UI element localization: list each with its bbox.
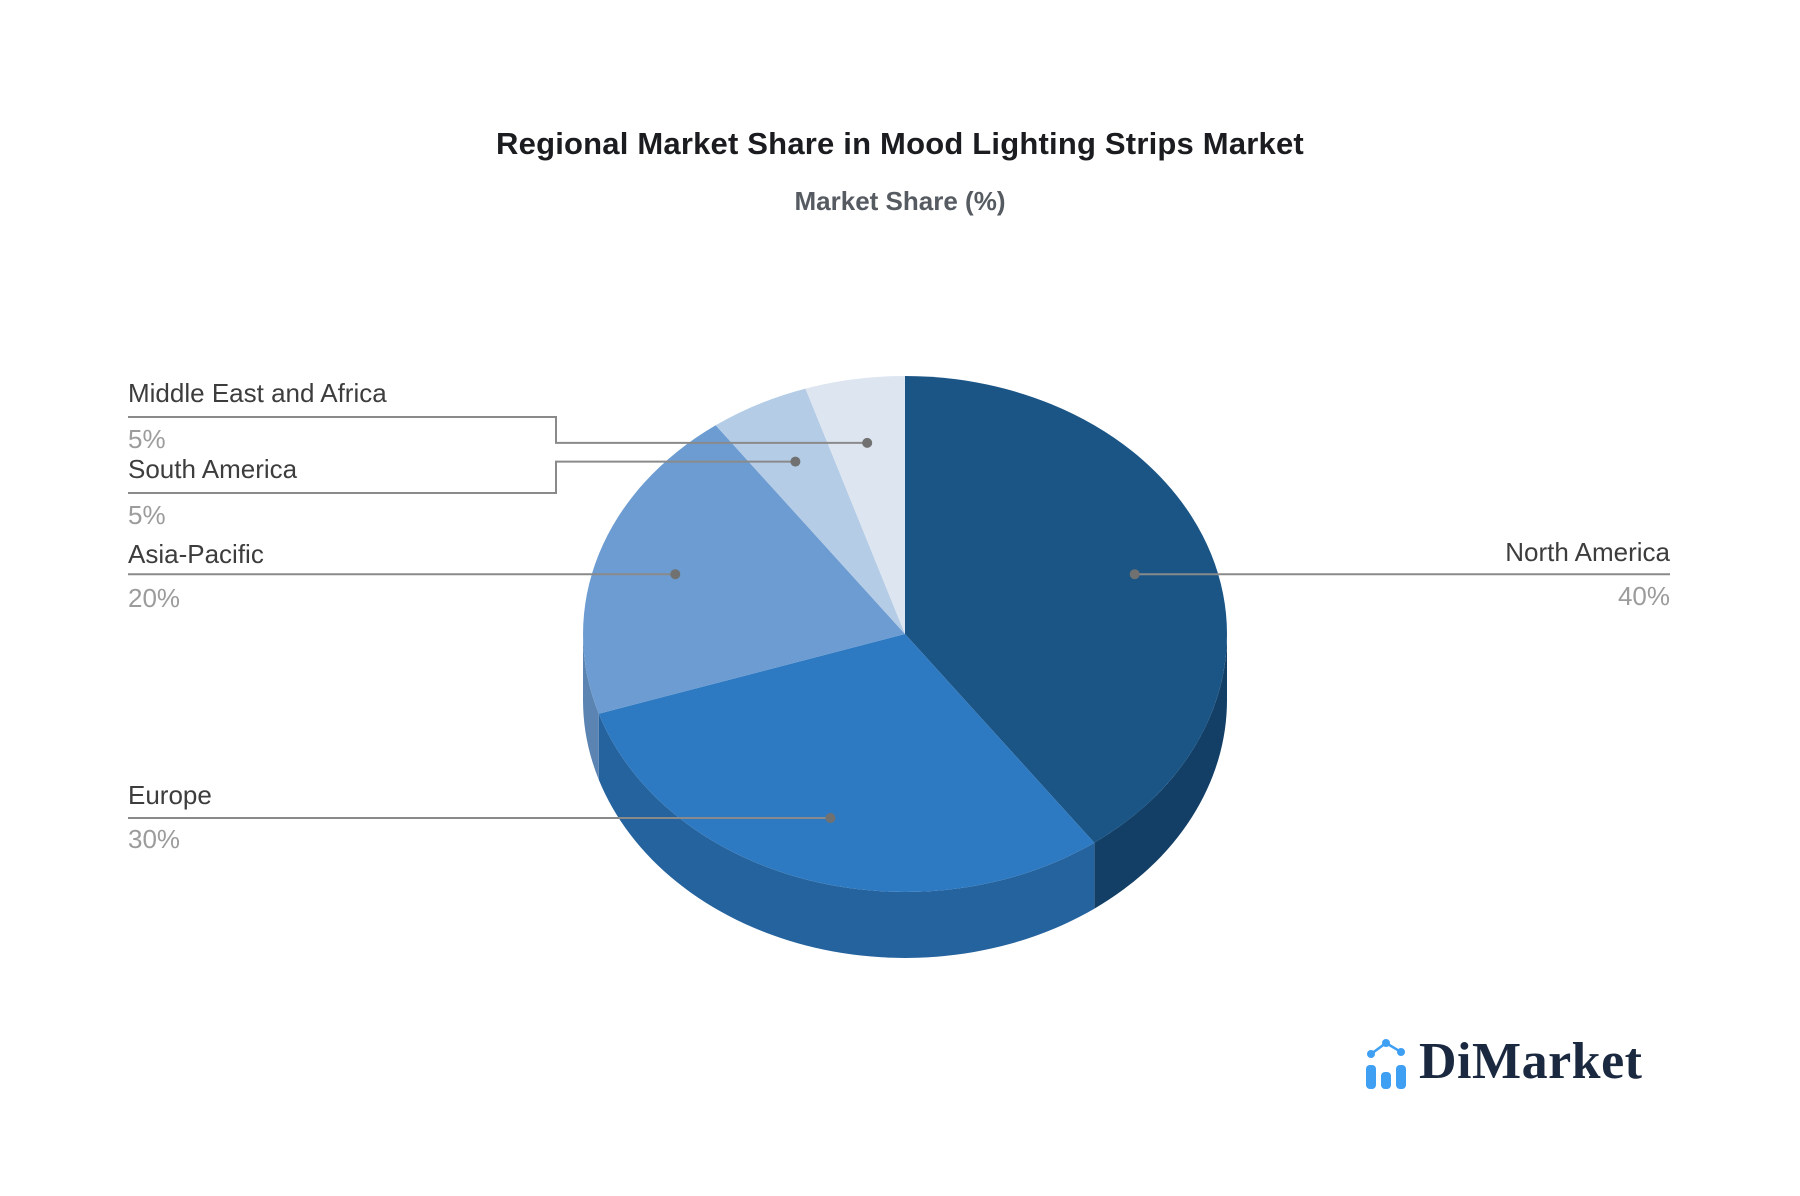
pie-slice-2[interactable] <box>583 425 905 714</box>
leader-dot-4 <box>862 437 873 448</box>
leader-dot-2 <box>670 569 681 580</box>
value-middle-east-africa: 5% <box>128 424 166 454</box>
pie-slice-side-1 <box>598 713 1095 958</box>
pie-slice-0[interactable] <box>905 376 1227 843</box>
leader-line-4 <box>128 416 868 444</box>
value-south-america: 5% <box>128 500 166 530</box>
leader-dot-0 <box>1129 569 1140 580</box>
label-europe: Europe <box>128 780 212 810</box>
leader-line-3 <box>128 460 796 494</box>
logo-text: DiMarket <box>1419 1033 1643 1090</box>
chart-title: Regional Market Share in Mood Lighting S… <box>496 126 1304 161</box>
value-asia-pacific: 20% <box>128 583 181 613</box>
label-asia-pacific: Asia-Pacific <box>128 539 264 569</box>
pie-slice-3[interactable] <box>715 388 905 634</box>
value-north-america: 40% <box>1617 581 1670 611</box>
pie-slice-side-2 <box>583 634 599 780</box>
label-north-america: North America <box>1505 537 1670 567</box>
value-europe: 30% <box>128 824 181 854</box>
pie-slice-1[interactable] <box>598 634 1095 892</box>
leader-dot-1 <box>825 813 836 823</box>
label-south-america: South America <box>128 454 298 484</box>
pie-slice-side-0 <box>1094 634 1227 909</box>
pie-slice-4[interactable] <box>805 376 906 634</box>
leader-dot-3 <box>790 456 801 467</box>
chart-subtitle: Market Share (%) <box>794 186 1006 216</box>
label-middle-east-africa: Middle East and Africa <box>128 378 387 408</box>
bar-chart-logo-icon <box>1366 1039 1406 1089</box>
dimarket-logo: DiMarket <box>1366 1036 1642 1092</box>
